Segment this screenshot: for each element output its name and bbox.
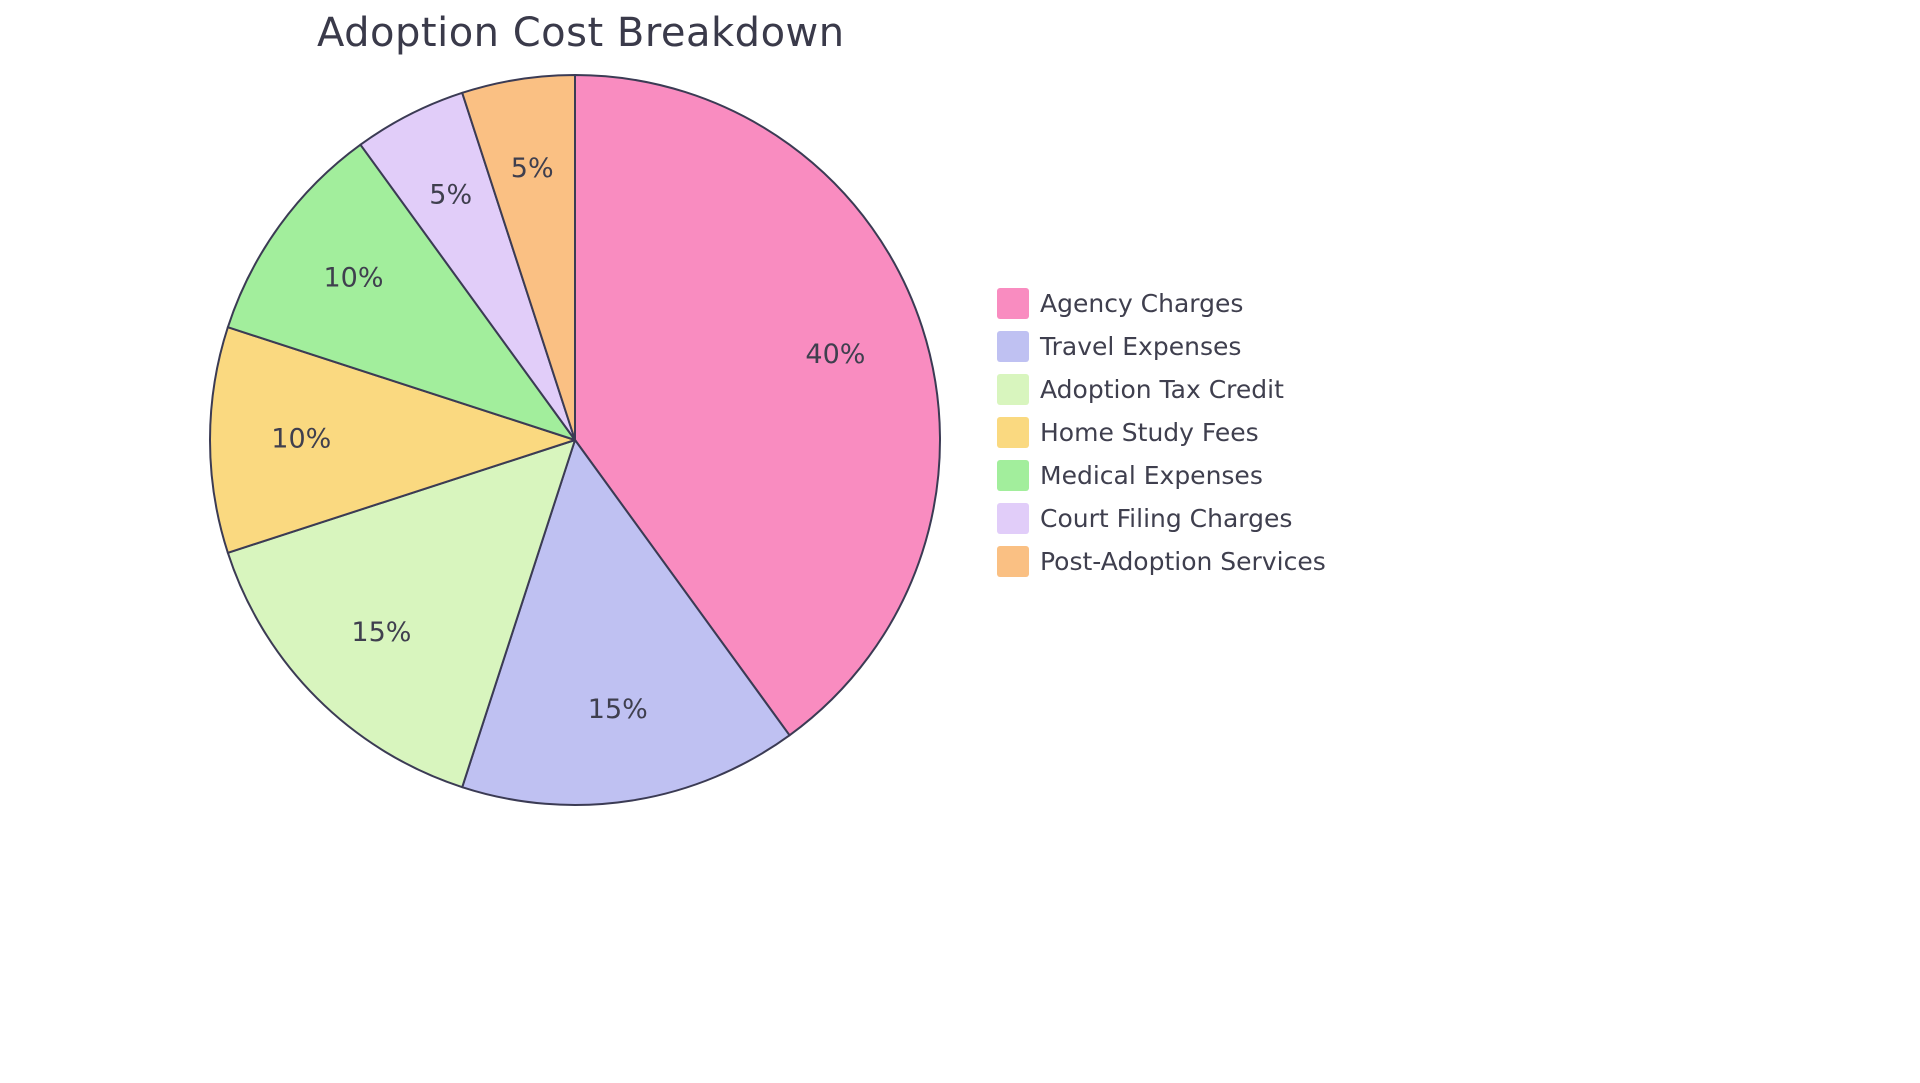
- legend-label-travel-expenses: Travel Expenses: [1040, 332, 1242, 361]
- chart-title: Adoption Cost Breakdown: [317, 10, 845, 56]
- legend-swatch-court-filing-charges: [997, 503, 1029, 534]
- pie-slice-home-study-fees: [209, 326, 576, 554]
- pie-slice-adoption-tax-credit: [226, 439, 576, 789]
- slice-value-label-court-filing-charges: 5%: [429, 180, 472, 211]
- legend-item-agency-charges: Agency Charges: [997, 288, 1326, 319]
- legend-item-home-study-fees: Home Study Fees: [997, 417, 1326, 448]
- legend-swatch-agency-charges: [997, 288, 1029, 319]
- legend-swatch-post-adoption-services: [997, 546, 1029, 577]
- pie-slice-post-adoption-services: [461, 74, 576, 441]
- legend-label-medical-expenses: Medical Expenses: [1040, 461, 1263, 490]
- legend-swatch-adoption-tax-credit: [997, 374, 1029, 405]
- legend-label-post-adoption-services: Post-Adoption Services: [1040, 547, 1326, 576]
- legend-item-travel-expenses: Travel Expenses: [997, 331, 1326, 362]
- pie-slice-medical-expenses: [226, 143, 576, 441]
- legend-label-home-study-fees: Home Study Fees: [1040, 418, 1259, 447]
- legend-item-adoption-tax-credit: Adoption Tax Credit: [997, 374, 1326, 405]
- slice-value-label-post-adoption-services: 5%: [511, 153, 554, 184]
- legend-item-medical-expenses: Medical Expenses: [997, 460, 1326, 491]
- pie-slice-agency-charges: [574, 74, 941, 737]
- legend-item-post-adoption-services: Post-Adoption Services: [997, 546, 1326, 577]
- legend-label-agency-charges: Agency Charges: [1040, 289, 1244, 318]
- slice-value-label-home-study-fees: 10%: [271, 424, 331, 455]
- legend-label-court-filing-charges: Court Filing Charges: [1040, 504, 1293, 533]
- slice-value-label-adoption-tax-credit: 15%: [351, 617, 411, 648]
- legend-item-court-filing-charges: Court Filing Charges: [997, 503, 1326, 534]
- slice-value-label-travel-expenses: 15%: [588, 694, 648, 725]
- legend: Agency Charges Travel Expenses Adoption Ta…: [997, 288, 1326, 577]
- slice-value-label-agency-charges: 40%: [805, 339, 865, 370]
- legend-swatch-travel-expenses: [997, 331, 1029, 362]
- pie-slice-travel-expenses: [461, 439, 791, 806]
- legend-label-adoption-tax-credit: Adoption Tax Credit: [1040, 375, 1284, 404]
- legend-swatch-medical-expenses: [997, 460, 1029, 491]
- legend-swatch-home-study-fees: [997, 417, 1029, 448]
- slice-value-label-medical-expenses: 10%: [323, 263, 383, 294]
